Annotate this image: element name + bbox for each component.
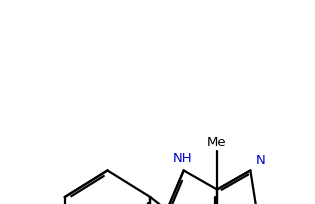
- Text: NH: NH: [172, 152, 192, 165]
- Text: N: N: [255, 153, 265, 166]
- Text: Me: Me: [207, 135, 227, 148]
